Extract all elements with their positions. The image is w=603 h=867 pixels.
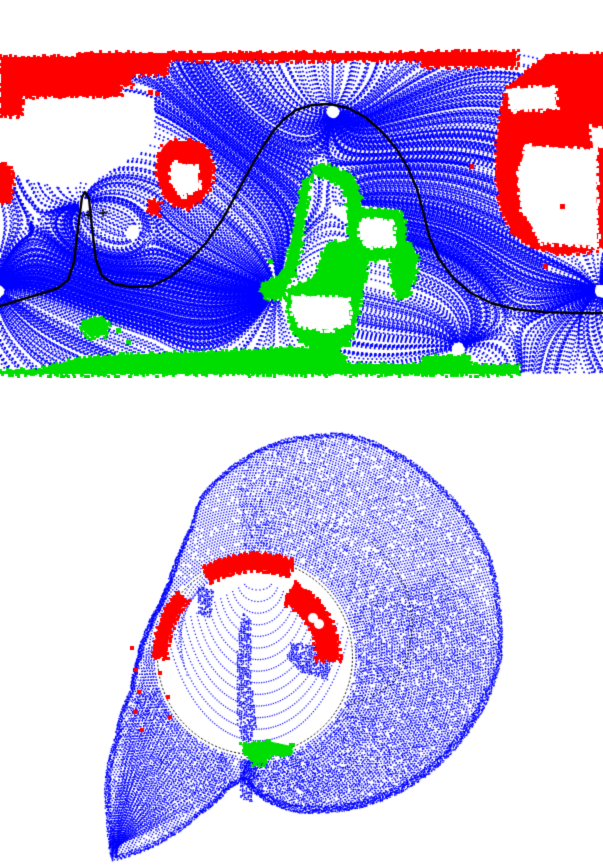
- synoptic-map-panel: [0, 0, 603, 378]
- sphere-3d-panel: [0, 430, 603, 867]
